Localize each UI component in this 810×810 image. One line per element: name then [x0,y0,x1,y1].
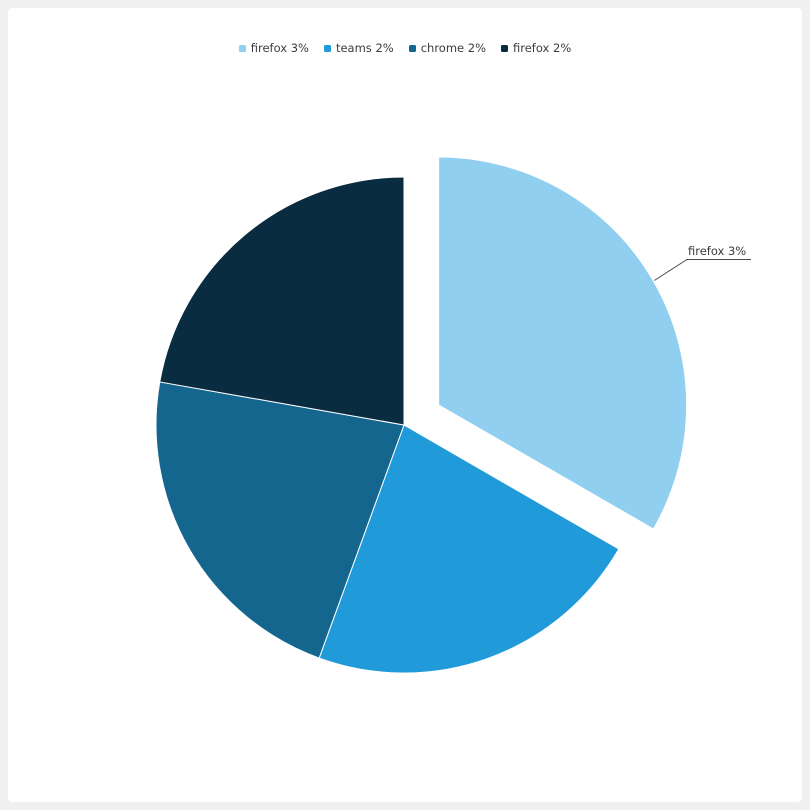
legend-label: firefox 3% [250,41,309,55]
annotation-label: firefox 3% [688,244,746,258]
legend-marker-icon [323,44,331,52]
legend-label: firefox 2% [513,41,572,55]
legend-item-chrome-2[interactable]: chrome 2% [408,41,487,55]
pie-slice-teams-1[interactable] [318,424,620,674]
chart-legend: firefox 3% teams 2% chrome 2% firefox 2% [0,41,810,55]
legend-marker-icon [501,44,509,52]
legend-label: chrome 2% [420,41,487,55]
legend-label: teams 2% [335,41,394,55]
pie-slices-group [155,156,688,674]
legend-marker-icon [408,44,416,52]
legend-item-teams-2[interactable]: teams 2% [323,41,394,55]
pie-slice-firefox-3[interactable] [159,176,405,426]
legend-item-firefox-3[interactable]: firefox 3% [238,41,309,55]
legend-marker-icon [238,44,246,52]
legend-item-firefox-2[interactable]: firefox 2% [501,41,571,55]
annotation-leader-line [654,259,751,281]
pie-slice-firefox-0[interactable] [438,156,688,530]
pie-slice-chrome-2[interactable] [155,381,405,659]
